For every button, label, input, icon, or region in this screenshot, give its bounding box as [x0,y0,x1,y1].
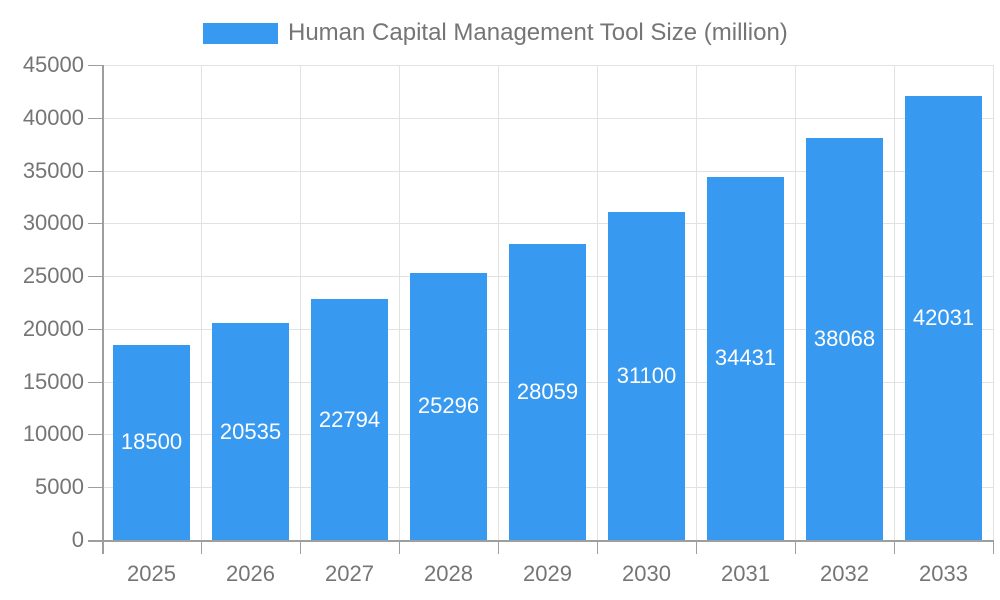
y-axis-tick [88,276,102,278]
y-tick-label: 5000 [35,474,84,500]
bar[interactable]: 42031 [905,96,982,540]
y-tick-label: 45000 [22,52,84,77]
y-tick-label: 40000 [22,104,84,130]
y-axis-tick [88,381,102,383]
bar-value-label: 25296 [417,393,480,419]
bar[interactable]: 18500 [113,344,190,540]
bar-value-label: 28059 [516,378,579,404]
bar[interactable]: 20535 [212,323,289,540]
gridline-vertical [201,65,202,540]
gridline-horizontal [102,170,993,172]
legend-label: Human Capital Management Tool Size (mill… [288,19,788,46]
x-axis-tick [894,540,895,554]
y-tick-label: 10000 [22,421,84,447]
y-axis-tick [88,170,102,172]
gridline-vertical [300,65,301,540]
gridline-horizontal [102,223,993,225]
x-axis-tick [696,540,697,554]
bar[interactable]: 31100 [608,211,685,540]
bar[interactable]: 34431 [707,176,784,540]
gridline-horizontal [102,65,993,66]
gridline-horizontal [102,117,993,119]
x-tick-label: 2029 [523,561,572,586]
bar[interactable]: 28059 [509,243,586,540]
x-tick-label: 2028 [424,561,473,586]
bar-value-label: 20535 [219,418,282,444]
gridline-vertical [399,65,400,540]
x-tick-label: 2030 [622,561,671,586]
gridline-vertical [498,65,499,540]
y-tick-label: 25000 [22,263,84,289]
bar-value-label: 18500 [120,429,183,455]
bar-value-label: 34431 [714,345,777,371]
y-axis-tick [88,223,102,225]
y-tick-label: 20000 [22,315,84,341]
bar-value-label: 22794 [318,406,381,432]
x-axis-tick [795,540,796,554]
y-tick-label: 0 [71,527,84,552]
bar-value-label: 31100 [616,362,677,388]
x-tick-label: 2026 [226,561,275,586]
bar[interactable]: 22794 [311,299,388,540]
y-axis-line [102,65,104,554]
x-tick-label: 2027 [325,561,374,586]
x-axis-tick [498,540,499,554]
y-axis-tick [88,434,102,436]
x-axis-tick [597,540,598,554]
gridline-vertical [993,65,994,540]
y-axis-tick [88,328,102,330]
gridline-vertical [597,65,598,540]
legend-item[interactable]: Human Capital Management Tool Size (mill… [203,19,788,47]
y-tick-label: 15000 [22,368,84,394]
x-axis-tick [399,540,400,554]
legend-swatch [203,22,278,44]
bar-value-label: 42031 [912,305,975,331]
x-axis-tick [300,540,301,554]
x-tick-label: 2032 [820,561,869,586]
x-axis-line [88,540,993,542]
y-axis-tick [88,65,102,66]
gridline-vertical [696,65,697,540]
y-axis-tick [88,487,102,489]
gridline-vertical [795,65,796,540]
y-axis-tick [88,117,102,119]
gridline-vertical [894,65,895,540]
x-axis-tick [201,540,202,554]
bar[interactable]: 25296 [410,272,487,540]
x-tick-label: 2025 [127,561,176,586]
y-tick-label: 30000 [22,210,84,236]
bar[interactable]: 38068 [806,138,883,540]
x-tick-label: 2031 [721,561,770,586]
x-tick-label: 2033 [919,561,968,586]
x-axis-tick [993,540,994,554]
bar-value-label: 38068 [813,326,876,352]
y-tick-label: 35000 [22,157,84,183]
